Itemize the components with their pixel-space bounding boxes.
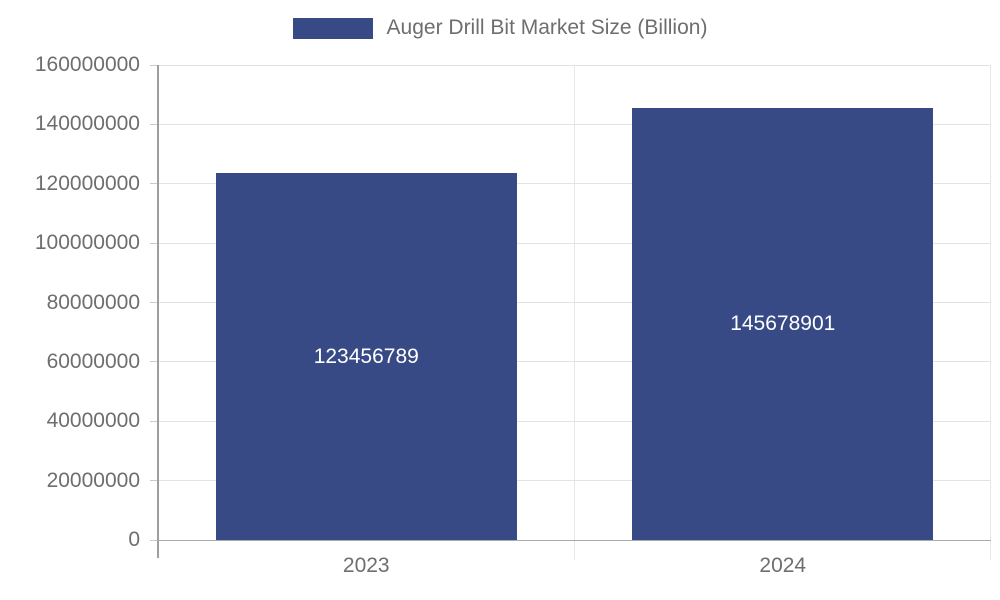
y-axis-tick-label: 160000000 <box>34 53 140 76</box>
y-axis-tick <box>150 302 158 303</box>
y-axis-tick <box>150 420 158 422</box>
y-axis-tick-label: 60000000 <box>46 349 140 373</box>
y-axis-tick <box>150 123 158 125</box>
legend-swatch <box>292 17 373 39</box>
plot-right-border <box>990 65 991 560</box>
y-axis-tick-label: 80000000 <box>46 290 140 314</box>
y-axis-tick-label: 140000000 <box>34 112 140 136</box>
y-axis-tick-label: 100000000 <box>34 231 140 255</box>
bar-value-label: 145678901 <box>730 311 836 335</box>
y-axis-tick-label: 0 <box>128 528 140 551</box>
category-separator-line <box>574 65 575 560</box>
legend[interactable]: Auger Drill Bit Market Size (Billion) <box>0 16 1000 40</box>
legend-label: Auger Drill Bit Market Size (Billion) <box>386 16 708 39</box>
y-axis-tick <box>150 242 158 244</box>
y-axis-tick-label: 20000000 <box>46 468 140 492</box>
bar-value-label: 123456789 <box>313 344 419 368</box>
bar-2023[interactable]: 123456789 <box>215 173 517 540</box>
x-axis-label-2023: 2023 <box>342 554 390 577</box>
y-axis-tick <box>150 361 158 363</box>
plot-area: 0 20000000 40000000 60000000 80000000 1000000… <box>35 53 991 577</box>
y-axis-tick-label: 40000000 <box>46 409 140 433</box>
bar-2024[interactable]: 145678901 <box>632 107 934 540</box>
y-axis-tick <box>150 480 158 482</box>
x-axis-label-2024: 2024 <box>759 554 807 577</box>
y-axis-tick-label: 120000000 <box>34 171 140 195</box>
y-axis-tick <box>150 539 158 541</box>
y-axis-tick <box>150 183 158 185</box>
y-axis-line <box>157 65 159 558</box>
y-axis-tick <box>150 64 158 66</box>
x-axis-line <box>158 539 991 541</box>
